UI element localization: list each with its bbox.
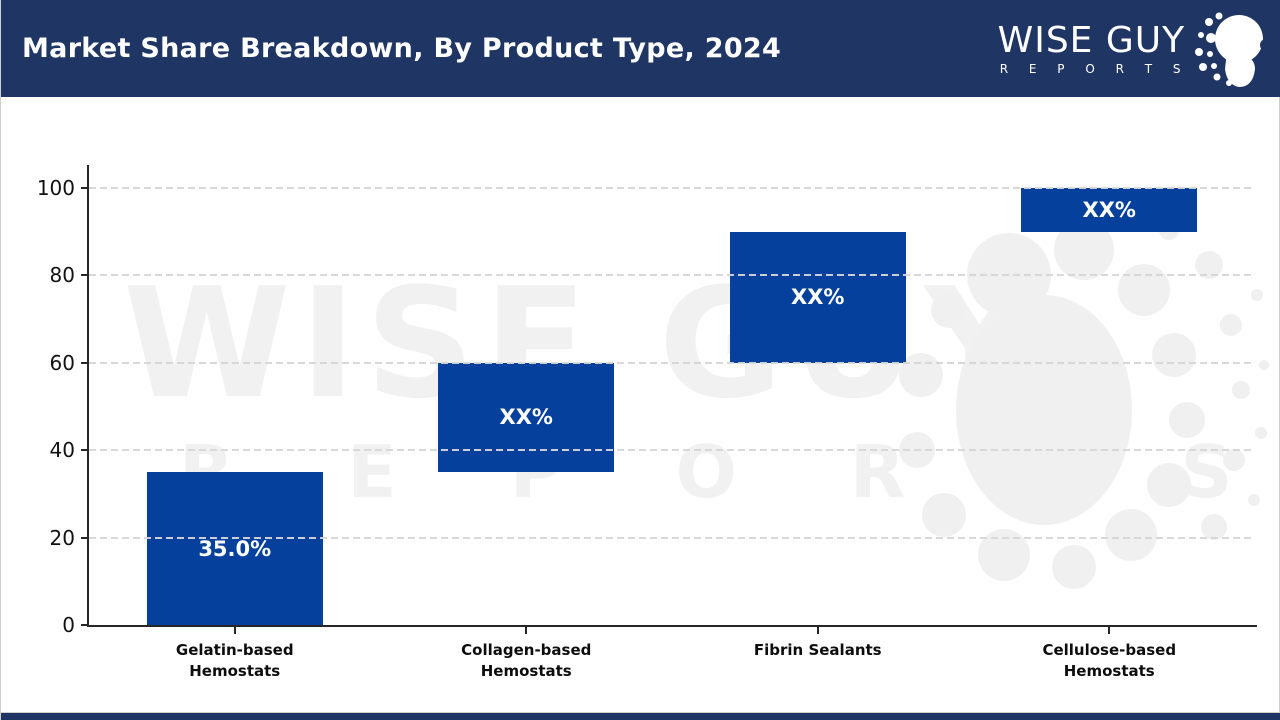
gridline (89, 274, 1255, 277)
bar-value-label: XX% (1082, 197, 1136, 222)
gridline (89, 449, 1255, 452)
y-axis-tick (81, 187, 87, 189)
y-axis-tick (81, 274, 87, 277)
y-axis-tick (81, 624, 87, 626)
bar (1021, 188, 1198, 232)
y-axis-tick-label: 20 (49, 525, 75, 550)
x-axis-label: Cellulose-based Hemostats (1042, 641, 1177, 680)
header-bar: Market Share Breakdown, By Product Type,… (1, 0, 1280, 97)
bar (729, 231, 906, 363)
x-axis-tick (233, 627, 236, 634)
gridline (89, 361, 1255, 364)
bar (146, 472, 323, 625)
bar-value-label: 35.0% (198, 536, 272, 561)
x-axis-tick (525, 627, 528, 634)
gridline (89, 536, 1255, 539)
x-axis-tick (816, 627, 819, 634)
y-axis-tick (81, 536, 87, 539)
footer-hairline (1, 712, 1280, 713)
x-axis-label: Collagen-based Hemostats (461, 641, 592, 680)
gridline (89, 187, 1255, 189)
logo-text: WISE GUY R E P O R T S (994, 19, 1189, 77)
logo-subtitle: R E P O R T S (999, 62, 1189, 77)
wise-guy-logo: WISE GUY R E P O R T S (994, 7, 1269, 91)
y-axis-tick (81, 449, 87, 452)
x-axis-spine (87, 625, 1257, 627)
x-axis-tick (1108, 627, 1111, 634)
x-axis-label: Fibrin Sealants (753, 641, 882, 659)
y-axis-tick-label: 60 (49, 350, 75, 375)
bar (438, 362, 615, 473)
y-axis-spine (87, 165, 89, 627)
bar-value-label: XX% (499, 405, 553, 430)
y-axis-tick-label: 0 (62, 613, 75, 637)
y-axis-tick-label: 40 (49, 438, 75, 463)
bar-value-label: XX% (791, 285, 845, 310)
y-axis-tick-label: 80 (49, 263, 75, 288)
y-axis-tick (81, 361, 87, 364)
footer-stripe (1, 713, 1280, 720)
x-axis-label: Gelatin-based Hemostats (175, 641, 294, 680)
logo-head-icon (1195, 12, 1269, 87)
logo-wordmark: WISE GUY (997, 19, 1186, 61)
y-axis-tick-label: 100 (36, 176, 75, 200)
chart-title: Market Share Breakdown, By Product Type,… (22, 33, 782, 64)
